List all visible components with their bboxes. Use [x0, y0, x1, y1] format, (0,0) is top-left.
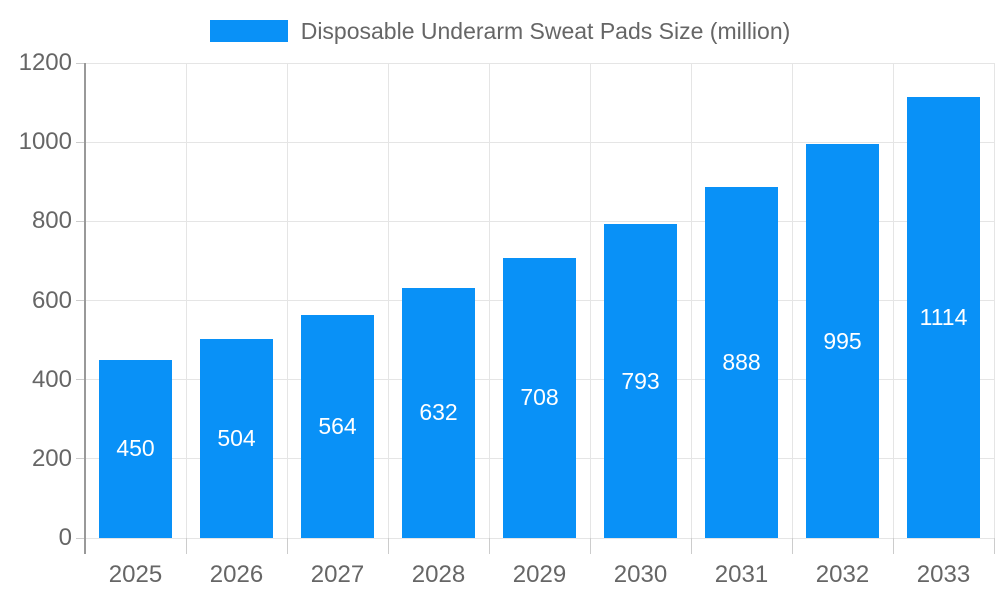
x-tick-mark-1	[185, 538, 187, 554]
x-tick-mark-7	[791, 538, 793, 554]
y-tick-mark-400	[76, 379, 85, 381]
x-axis-label-2030: 2030	[613, 561, 668, 588]
bar-2030: 793	[604, 224, 677, 538]
y-tick-mark-1000	[76, 141, 85, 143]
x-axis-label-2032: 2032	[815, 561, 870, 588]
x-axis-label-2028: 2028	[411, 561, 466, 588]
bar-2027: 564	[301, 314, 374, 538]
gridline-v-7	[791, 63, 793, 538]
gridline-h-1200	[85, 62, 994, 64]
gridline-v-5	[589, 63, 591, 538]
bar-2026: 504	[200, 338, 273, 538]
bar-2025: 450	[99, 359, 172, 538]
x-tick-mark-3	[387, 538, 389, 554]
bar-value-label-2027: 564	[318, 412, 357, 439]
legend-swatch	[209, 20, 288, 42]
bar-2029: 708	[503, 257, 576, 538]
x-axis-label-2031: 2031	[714, 561, 769, 588]
gridline-v-6	[690, 63, 692, 538]
gridline-v-1	[185, 63, 187, 538]
x-axis-label-2033: 2033	[916, 561, 971, 588]
bar-value-label-2030: 793	[621, 367, 660, 394]
y-tick-mark-600	[76, 300, 85, 301]
y-axis-line	[84, 63, 86, 554]
gridline-v-8	[892, 63, 894, 538]
y-tick-mark-1200	[76, 62, 85, 64]
x-axis-label-2026: 2026	[209, 561, 264, 588]
gridline-v-4	[488, 63, 490, 538]
y-axis-label-400: 400	[31, 365, 72, 393]
x-tick-mark-8	[892, 538, 894, 554]
y-axis-label-0: 0	[58, 524, 72, 551]
bar-value-label-2029: 708	[520, 384, 559, 411]
gridline-h-1000	[85, 141, 994, 143]
y-axis-label-1000: 1000	[18, 128, 72, 156]
bar-2031: 888	[705, 186, 778, 538]
gridline-h-800	[85, 220, 994, 222]
gridline-v-9	[993, 63, 995, 538]
x-axis-label-2025: 2025	[108, 561, 163, 588]
bar-value-label-2031: 888	[722, 348, 761, 375]
gridline-v-3	[387, 63, 389, 538]
gridline-h-0	[85, 537, 994, 539]
bar-2032: 995	[806, 144, 879, 538]
x-axis-label-2027: 2027	[310, 561, 365, 588]
legend-label: Disposable Underarm Sweat Pads Size (mil…	[300, 17, 791, 44]
x-tick-mark-5	[589, 538, 591, 554]
bar-2028: 632	[402, 287, 475, 538]
bar-value-label-2033: 1114	[919, 304, 968, 330]
chart-legend: Disposable Underarm Sweat Pads Size (mil…	[0, 17, 1000, 44]
bar-value-label-2026: 504	[217, 424, 256, 451]
y-axis-label-1200: 1200	[18, 49, 72, 76]
bar-2033: 1114	[907, 97, 980, 538]
bar-value-label-2032: 995	[823, 327, 862, 354]
x-axis-label-2029: 2029	[512, 561, 567, 588]
x-tick-mark-4	[488, 538, 490, 554]
x-tick-mark-9	[993, 538, 995, 554]
gridline-v-2	[286, 63, 288, 538]
x-tick-mark-2	[286, 538, 288, 554]
y-axis-label-800: 800	[31, 207, 72, 235]
x-tick-mark-6	[690, 538, 692, 554]
bar-value-label-2028: 632	[419, 399, 458, 426]
y-tick-mark-200	[76, 458, 85, 460]
y-axis-label-200: 200	[31, 444, 72, 472]
y-tick-mark-0	[76, 537, 85, 539]
bar-value-label-2025: 450	[116, 435, 155, 462]
y-tick-mark-800	[76, 220, 85, 222]
y-axis-label-600: 600	[31, 286, 72, 314]
